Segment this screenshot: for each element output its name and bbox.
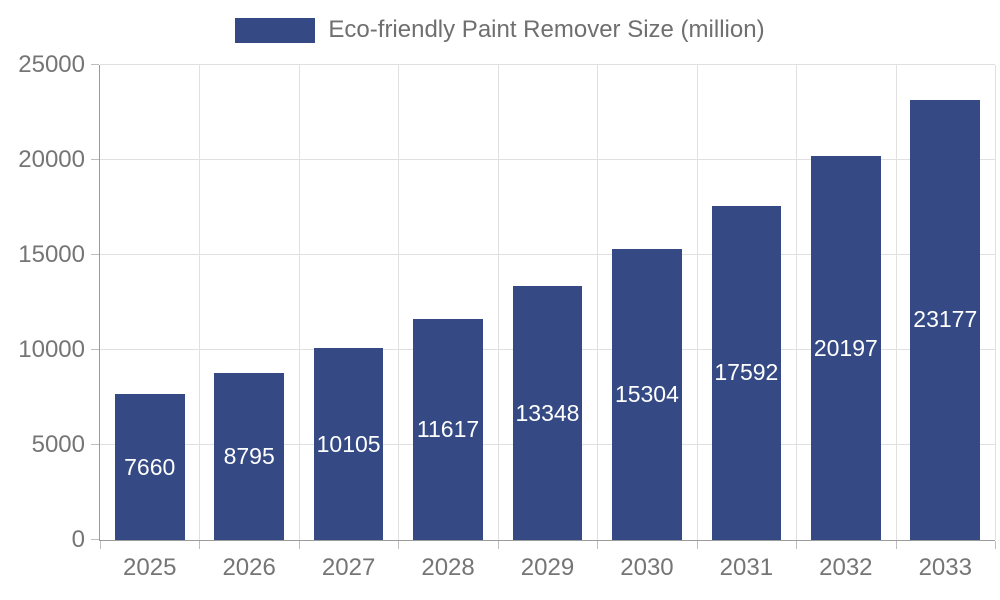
y-axis-tick <box>91 444 99 445</box>
x-tick-label: 2033 <box>918 554 972 581</box>
x-tick-label: 2026 <box>222 554 276 581</box>
x-tick-label: 2029 <box>520 554 575 581</box>
x-axis-tick <box>895 541 897 549</box>
bar-value-label: 10105 <box>316 430 381 457</box>
x-gridline <box>895 65 897 540</box>
x-tick-label: 2027 <box>321 554 376 581</box>
y-tick-label: 25000 <box>18 51 85 78</box>
bar: 17592 <box>711 205 782 540</box>
x-tick-label: 2032 <box>819 554 873 581</box>
x-gridline <box>597 65 599 540</box>
bar-value-label: 15304 <box>614 381 679 408</box>
y-tick-label: 10000 <box>18 336 85 363</box>
x-gridline <box>696 65 698 540</box>
legend-label: Eco-friendly Paint Remover Size (million… <box>328 16 765 43</box>
x-gridline <box>995 65 996 540</box>
bar-value-label: 11617 <box>416 416 480 443</box>
bar-value-label: 7660 <box>124 453 176 480</box>
legend: Eco-friendly Paint Remover Size (million… <box>0 16 1000 44</box>
bar-value-label: 13348 <box>515 399 580 426</box>
bar: 13348 <box>512 286 583 540</box>
x-axis-tick <box>199 541 201 549</box>
x-gridline <box>199 65 201 540</box>
y-gridline <box>100 64 995 65</box>
bar: 20197 <box>811 156 881 540</box>
y-tick-label: 15000 <box>18 241 85 268</box>
bar: 8795 <box>214 372 284 540</box>
x-gridline <box>298 65 300 540</box>
legend-swatch <box>235 17 316 43</box>
y-axis-tick <box>91 254 99 255</box>
x-axis-tick <box>298 541 300 549</box>
y-axis-tick <box>91 349 99 350</box>
x-axis-tick <box>100 541 101 549</box>
x-axis-tick <box>398 541 400 549</box>
x-axis-tick <box>796 541 798 549</box>
y-axis-tick <box>91 539 99 540</box>
bar-value-label: 23177 <box>913 306 978 333</box>
x-gridline <box>398 65 400 540</box>
x-tick-label: 2028 <box>421 554 475 581</box>
bar: 15304 <box>612 249 682 540</box>
y-tick-label: 5000 <box>31 431 85 458</box>
y-axis-tick <box>91 159 99 160</box>
bar-value-label: 17592 <box>714 359 779 386</box>
x-axis-tick <box>497 541 499 549</box>
y-gridline <box>100 254 995 255</box>
bar-value-label: 20197 <box>813 334 878 361</box>
bar: 10105 <box>313 348 384 540</box>
y-gridline <box>100 159 995 160</box>
bar-value-label: 8795 <box>223 442 275 469</box>
x-gridline <box>796 65 798 540</box>
y-axis-tick <box>91 64 99 65</box>
x-tick-label: 2031 <box>719 554 774 581</box>
x-tick-label: 2030 <box>620 554 674 581</box>
x-gridline <box>497 65 499 540</box>
y-tick-label: 20000 <box>18 146 85 173</box>
x-axis-tick <box>696 541 698 549</box>
x-axis-tick <box>597 541 599 549</box>
bar: 7660 <box>114 394 185 540</box>
x-axis-tick <box>995 541 996 549</box>
y-tick-label: 0 <box>71 526 85 553</box>
bar: 11617 <box>413 319 483 540</box>
plot-area: 0 5000 10000 15000 20000 25000 7660 2025 8795 202… <box>18 51 996 581</box>
bar: 23177 <box>910 99 981 540</box>
x-tick-label: 2025 <box>123 554 177 581</box>
